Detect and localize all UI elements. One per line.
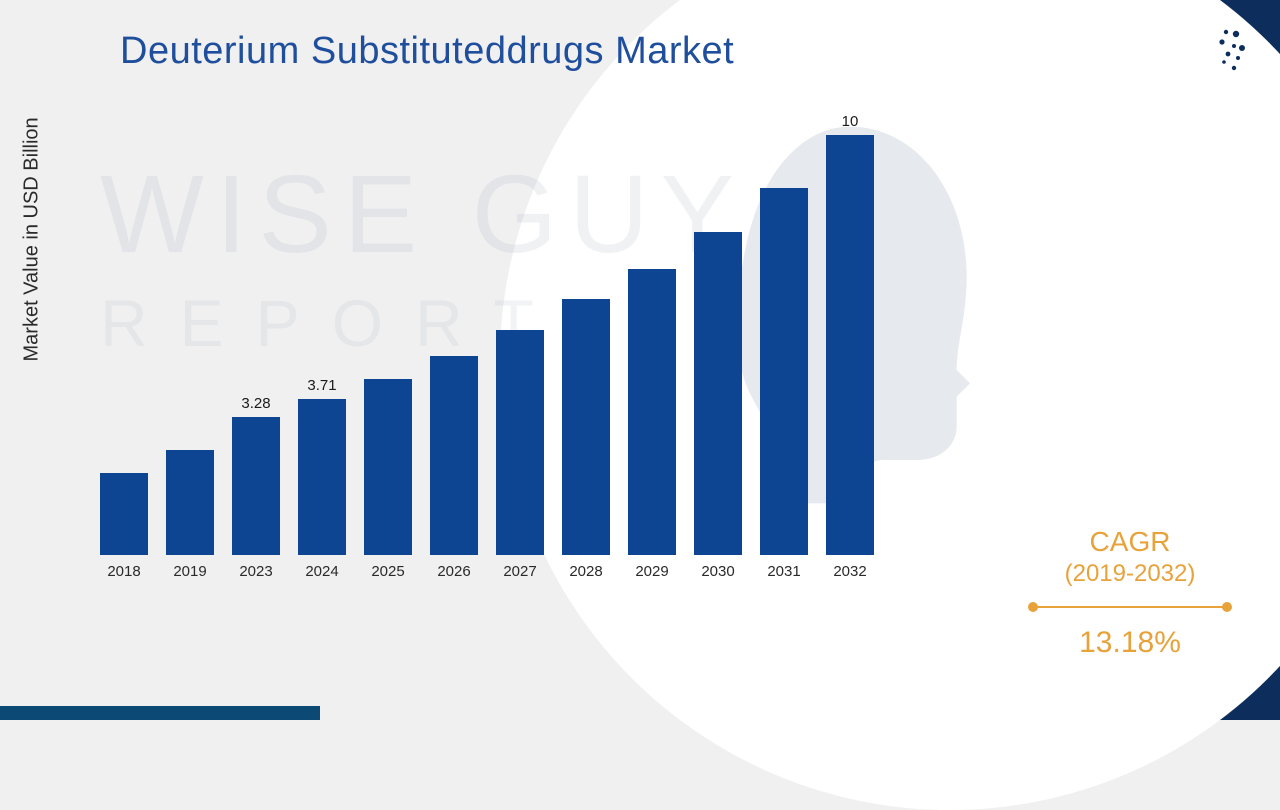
cagr-divider xyxy=(1030,606,1230,608)
bar xyxy=(430,356,478,556)
main-content: Deuterium Substituteddrugs Market WISE G… xyxy=(0,0,970,720)
cagr-label: CAGR xyxy=(1030,526,1230,558)
bar xyxy=(826,135,874,555)
bar-chart: Market Value in USD Billion 201820193.28… xyxy=(70,130,900,610)
bar-group: 3.71 2024 xyxy=(298,377,346,580)
bar-category-label: 2023 xyxy=(239,563,272,580)
bar-group: 10 2032 xyxy=(826,113,874,580)
bar xyxy=(760,188,808,556)
bar xyxy=(100,473,148,555)
cagr-block: CAGR (2019-2032) 13.18% xyxy=(1030,526,1230,660)
bar-group: 2019 xyxy=(166,428,214,580)
bar xyxy=(628,269,676,555)
bottom-accent-strip xyxy=(0,706,320,720)
bars-container: 2018 2019 3.28 2023 3.71 2024 2025 2026 2027 2028… xyxy=(100,160,900,580)
bar-category-label: 2027 xyxy=(503,563,536,580)
bar-value-label: 3.28 xyxy=(241,395,270,413)
bar-category-label: 2024 xyxy=(305,563,338,580)
bar-group: 2030 xyxy=(694,210,742,580)
bar xyxy=(694,232,742,555)
bar-group: 2018 xyxy=(100,451,148,580)
bar-value-label: 3.71 xyxy=(307,377,336,395)
bar-value-label: 10 xyxy=(842,113,859,131)
bar-group: 2026 xyxy=(430,334,478,581)
y-axis-label: Market Value in USD Billion xyxy=(21,117,44,361)
bar-category-label: 2030 xyxy=(701,563,734,580)
bar-group: 2031 xyxy=(760,166,808,581)
bar-category-label: 2025 xyxy=(371,563,404,580)
bar-category-label: 2028 xyxy=(569,563,602,580)
bar xyxy=(298,399,346,555)
bar-category-label: 2026 xyxy=(437,563,470,580)
bar-category-label: 2019 xyxy=(173,563,206,580)
logo-head-icon xyxy=(1196,16,1264,96)
cagr-period: (2019-2032) xyxy=(1030,560,1230,588)
bar xyxy=(496,330,544,555)
brand-logo: WISE GUY R E P O R T S xyxy=(1012,18,1260,74)
bar-category-label: 2032 xyxy=(833,563,866,580)
bar xyxy=(232,417,280,555)
chart-title: Deuterium Substituteddrugs Market xyxy=(120,30,734,73)
bar-category-label: 2031 xyxy=(767,563,800,580)
bar-group: 2025 xyxy=(364,357,412,580)
bar-category-label: 2029 xyxy=(635,563,668,580)
bar-group: 3.28 2023 xyxy=(232,395,280,580)
bar-group: 2027 xyxy=(496,308,544,580)
bar-group: 2028 xyxy=(562,277,610,580)
bar-category-label: 2018 xyxy=(107,563,140,580)
bar xyxy=(166,450,214,555)
bar xyxy=(562,299,610,555)
cagr-value: 13.18% xyxy=(1030,626,1230,660)
bar xyxy=(364,379,412,555)
bar-group: 2029 xyxy=(628,247,676,580)
